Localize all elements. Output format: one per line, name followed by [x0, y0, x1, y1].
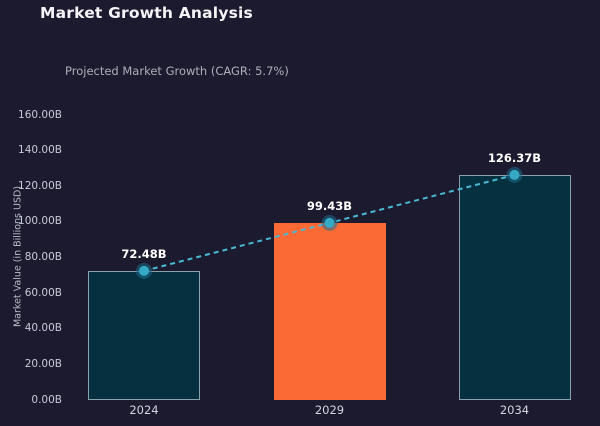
- value-label: 126.37B: [487, 150, 542, 165]
- x-tick-label: 2034: [499, 403, 530, 417]
- x-tick-label: 2024: [129, 403, 159, 417]
- bar-2029: [273, 222, 386, 400]
- y-tick-label: 100.00B: [18, 215, 62, 228]
- y-tick-label: 120.00B: [18, 179, 62, 192]
- y-tick-label: 140.00B: [18, 144, 62, 157]
- y-tick-label: 80.00B: [24, 251, 62, 263]
- y-tick-label: 0.00B: [31, 393, 62, 406]
- bar-2024: [88, 270, 200, 400]
- chart-subtitle: Projected Market Growth (CAGR: 5.7%): [65, 64, 289, 78]
- chart-title: Market Growth Analysis: [40, 4, 253, 22]
- y-tick-label: 40.00B: [24, 322, 62, 335]
- bar-2034: [458, 174, 571, 400]
- x-tick-label: 2029: [314, 403, 345, 417]
- value-label: 99.43B: [306, 198, 353, 213]
- y-tick-label: 20.00B: [24, 357, 62, 370]
- y-tick-label: 160.00B: [18, 108, 62, 121]
- y-tick-label: 60.00B: [24, 286, 62, 299]
- value-label: 72.48B: [121, 246, 167, 261]
